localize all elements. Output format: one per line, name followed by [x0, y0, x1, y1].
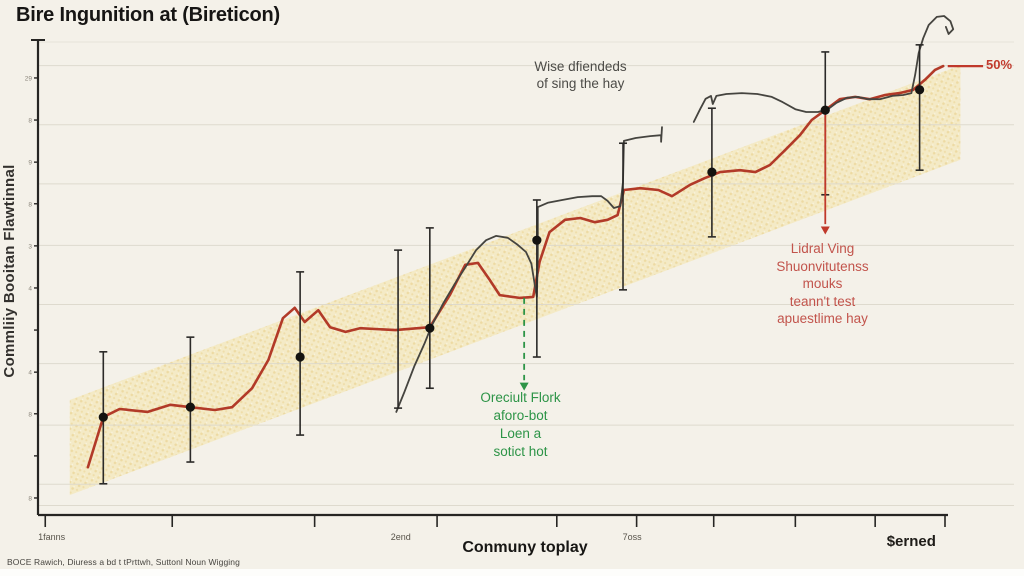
- annotation-red-line: teann't test: [789, 293, 856, 309]
- x-tick-label: 1fanns: [38, 532, 66, 542]
- y-tick-label: 8: [28, 411, 32, 418]
- y-tick-label: 4: [28, 370, 32, 377]
- annotation-red-line: apuestlime hay: [777, 311, 868, 326]
- annotation-green-line: Oreciult Flork: [480, 390, 561, 405]
- annotation-red-line: Lidral Ving: [790, 241, 855, 256]
- annotation-green-line: aforo-bot: [493, 408, 548, 423]
- annotation-red: Lidral Ving Shuonvitutenss mouks teann't…: [730, 240, 915, 328]
- x-axis-label: Conmuny toplay: [462, 539, 588, 556]
- x-tick-label: 7oss: [623, 532, 643, 542]
- annotation-top: Wise dfiendeds of sing the hay: [488, 58, 673, 92]
- annotation-top-line: Wise dfiendeds: [534, 59, 627, 74]
- annotation-green: Oreciult Flork aforo-bot Loen a sotict h…: [438, 389, 603, 461]
- y-tick-label: 9: [28, 160, 32, 167]
- y-tick-label: 8: [28, 201, 32, 208]
- source-caption: BOCE Rawich, Diuress a bd t tPrttwh, Sut…: [7, 557, 240, 567]
- annotation-top-line: of sing the hay: [536, 76, 625, 91]
- annotation-red-line: Shuonvitutenss: [776, 258, 869, 274]
- y-tick-label: 8: [28, 495, 32, 502]
- x-tick-label: 2end: [391, 532, 411, 542]
- error-bars: [98, 44, 925, 485]
- axes: 1fanns 2end 7oss $erned 29 8 9 8 3 4 4 8 8: [25, 39, 948, 550]
- x-tick-label: $erned: [887, 533, 936, 550]
- annotation-green-line: sotict hot: [493, 444, 548, 459]
- y-tick-label: 8: [28, 118, 32, 125]
- gridlines: [38, 41, 1014, 507]
- reference-percent-label: 50%: [986, 57, 1013, 72]
- bottom-margin-strip: [0, 569, 1024, 576]
- y-tick-label: 29: [25, 75, 33, 82]
- confidence-band: [69, 65, 961, 496]
- annotation-red-line: mouks: [802, 276, 843, 291]
- y-axis-label: Commliiy Booitan Flawtinnal: [1, 164, 18, 378]
- series-dark-path-b: [692, 15, 955, 123]
- y-tick-label: 4: [28, 285, 32, 292]
- chart-title: Bire Ingunition at (Bireticon): [16, 4, 280, 26]
- y-tick-label: 3: [28, 243, 32, 250]
- annotation-arrows: [519, 114, 830, 391]
- annotation-green-line: Loen a: [499, 426, 542, 441]
